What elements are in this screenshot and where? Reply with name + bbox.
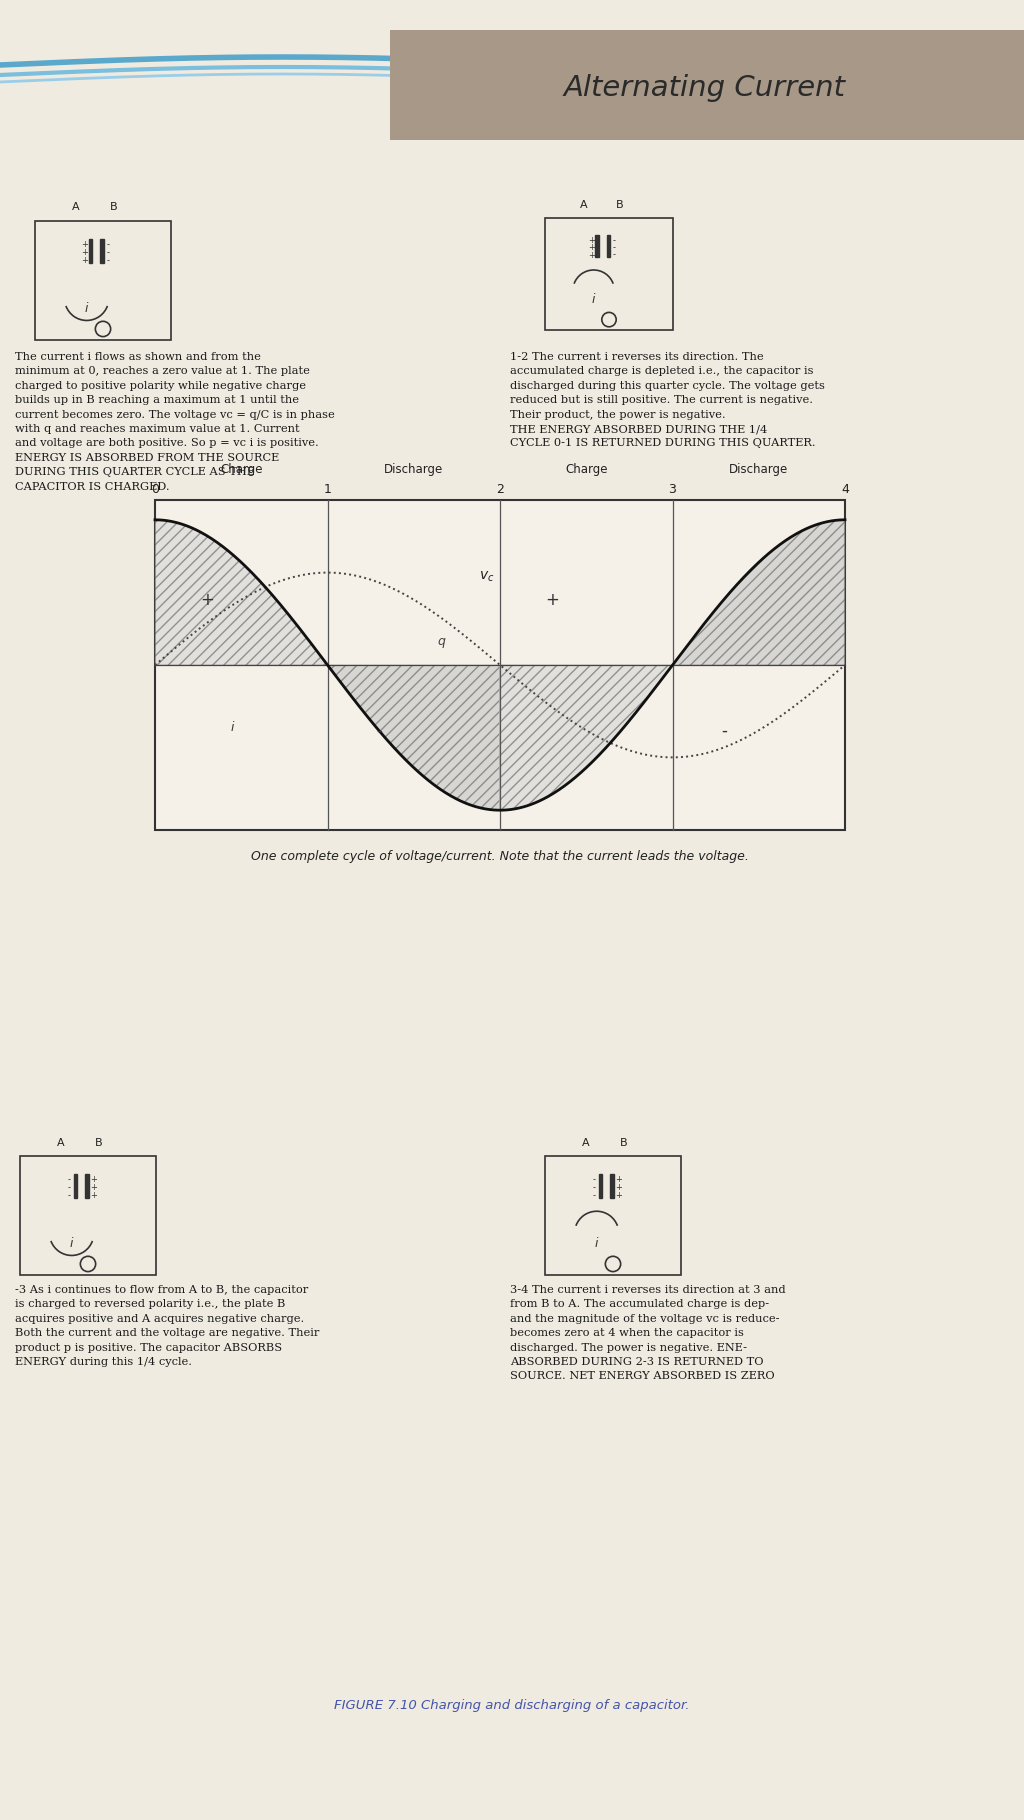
Text: A: A: [580, 200, 587, 209]
Text: +: +: [614, 1190, 622, 1199]
Text: A: A: [57, 1138, 65, 1147]
Text: -: -: [106, 257, 110, 266]
Text: -: -: [612, 244, 615, 253]
Text: 1: 1: [324, 482, 332, 497]
Circle shape: [80, 1256, 95, 1272]
Text: +: +: [588, 244, 595, 253]
Text: +: +: [90, 1190, 96, 1199]
Polygon shape: [155, 521, 327, 664]
Text: -: -: [612, 235, 615, 244]
Text: i: i: [70, 1236, 73, 1250]
Bar: [20, 1156, 156, 1276]
Text: A: A: [72, 202, 80, 213]
Text: +: +: [588, 235, 595, 244]
Text: +: +: [614, 1176, 622, 1185]
Bar: [595, 235, 599, 257]
Text: Charge: Charge: [565, 462, 607, 477]
Bar: [74, 1174, 77, 1198]
Text: +: +: [90, 1183, 96, 1192]
Text: i: i: [230, 721, 234, 733]
Bar: [599, 1174, 602, 1198]
Text: One complete cycle of voltage/current. Note that the current leads the voltage.: One complete cycle of voltage/current. N…: [251, 850, 749, 863]
Bar: [35, 220, 171, 340]
Text: -: -: [68, 1190, 71, 1199]
Polygon shape: [501, 664, 672, 810]
Text: -: -: [721, 721, 727, 739]
Text: -: -: [376, 721, 382, 739]
Text: B: B: [95, 1138, 102, 1147]
Text: 2: 2: [496, 482, 504, 497]
Text: +: +: [614, 1183, 622, 1192]
Text: i: i: [592, 293, 595, 306]
Text: $v_c$: $v_c$: [479, 570, 495, 584]
Text: -: -: [106, 240, 110, 249]
Text: A: A: [582, 1138, 590, 1147]
Bar: [606, 235, 610, 257]
Text: i: i: [84, 302, 88, 315]
Circle shape: [602, 313, 616, 328]
Text: -: -: [106, 248, 110, 257]
Text: -: -: [68, 1176, 71, 1185]
Text: 4: 4: [841, 482, 849, 497]
Text: Alternating Current: Alternating Current: [564, 75, 846, 102]
Text: B: B: [615, 200, 623, 209]
Text: -: -: [68, 1183, 71, 1192]
Text: Discharge: Discharge: [729, 462, 788, 477]
Bar: [100, 238, 103, 262]
Text: 1-2 The current i reverses its direction. The
accumulated charge is depleted i.e: 1-2 The current i reverses its direction…: [510, 351, 825, 448]
Text: -: -: [593, 1190, 596, 1199]
Text: 0: 0: [151, 482, 159, 497]
Circle shape: [95, 322, 111, 337]
Polygon shape: [328, 664, 500, 810]
Text: 3-4 The current i reverses its direction at 3 and
from B to A. The accumulated c: 3-4 The current i reverses its direction…: [510, 1285, 785, 1381]
Bar: [88, 238, 92, 262]
Text: -: -: [593, 1176, 596, 1185]
Text: B: B: [110, 202, 118, 213]
Bar: [155, 501, 845, 830]
Text: +: +: [588, 251, 595, 260]
Circle shape: [605, 1256, 621, 1272]
Text: -: -: [612, 251, 615, 260]
Text: +: +: [81, 257, 88, 266]
Text: -3 As i continues to flow from A to B, the capacitor
is charged to reversed pola: -3 As i continues to flow from A to B, t…: [15, 1285, 319, 1367]
Text: +: +: [200, 592, 214, 608]
Text: q: q: [438, 635, 445, 648]
Bar: [85, 1174, 89, 1198]
Polygon shape: [674, 521, 845, 664]
Text: FIGURE 7.10 Charging and discharging of a capacitor.: FIGURE 7.10 Charging and discharging of …: [334, 1700, 690, 1713]
Text: +: +: [545, 592, 559, 608]
Bar: [545, 218, 673, 329]
Text: B: B: [621, 1138, 628, 1147]
Text: The current i flows as shown and from the
minimum at 0, reaches a zero value at : The current i flows as shown and from th…: [15, 351, 335, 491]
Text: -: -: [593, 1183, 596, 1192]
Text: i: i: [595, 1236, 598, 1250]
Text: 3: 3: [669, 482, 677, 497]
Text: +: +: [90, 1176, 96, 1185]
Text: +: +: [81, 248, 88, 257]
Bar: [610, 1174, 613, 1198]
Text: Discharge: Discharge: [384, 462, 443, 477]
Text: Charge: Charge: [220, 462, 262, 477]
Bar: [390, 29, 1024, 140]
Text: +: +: [81, 240, 88, 249]
Bar: [545, 1156, 681, 1276]
